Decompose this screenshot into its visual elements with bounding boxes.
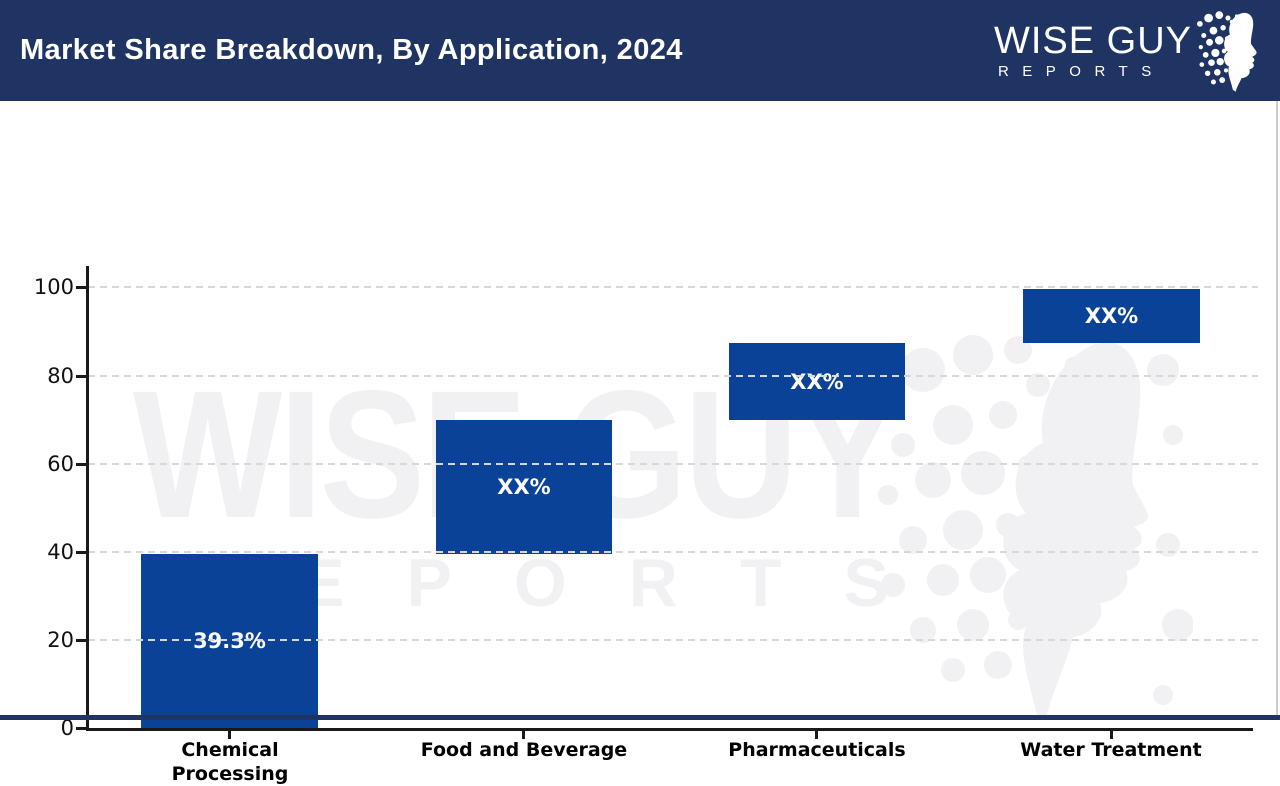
y-tick — [76, 639, 87, 642]
y-axis-line — [86, 266, 89, 731]
bar-value-label: XX% — [790, 369, 844, 394]
logo-text: WISE GUY REPORTS — [994, 21, 1192, 81]
page-right-border — [1276, 101, 1278, 717]
y-tick — [76, 375, 87, 378]
bar-value-label: XX% — [1084, 304, 1139, 328]
gridline-100 — [88, 286, 1258, 288]
y-tick-label: 60 — [47, 452, 74, 476]
x-axis-line — [86, 728, 1253, 731]
gridline-80 — [88, 375, 1258, 377]
y-tick — [76, 727, 87, 730]
logo-wordmark: WISE GUY — [993, 19, 1192, 62]
footer-accent-strip — [0, 715, 1280, 720]
logo-face-icon — [1196, 10, 1257, 92]
y-tick-label: 100 — [33, 275, 74, 299]
x-category-label: Pharmaceuticals — [728, 739, 906, 761]
x-category-label: Water Treatment — [1020, 739, 1202, 761]
y-tick — [76, 551, 87, 554]
y-tick — [76, 286, 87, 289]
bar-chemical-processing: 39.3% — [141, 554, 318, 728]
gridline-40 — [88, 551, 1258, 553]
waterfall-chart: WISE GUY REPORTS 39.3% XX% — [0, 101, 1280, 785]
page-title: Market Share Breakdown, By Application, … — [20, 34, 683, 66]
y-tick-label: 40 — [47, 540, 74, 564]
bar-food-and-beverage: XX% — [436, 420, 612, 554]
gridline-20 — [88, 639, 1258, 641]
x-category-label: Food and Beverage — [420, 739, 628, 761]
bar-value-label: XX% — [497, 475, 551, 499]
bar-value-label: 39.3% — [193, 629, 266, 653]
bar-water-treatment: XX% — [1023, 289, 1200, 343]
wise-guy-reports-logo: WISE GUY REPORTS — [994, 10, 1258, 92]
gridline-60 — [88, 463, 1258, 465]
y-tick-label: 20 — [47, 628, 74, 652]
y-tick-label: 80 — [47, 364, 74, 388]
header-bar: Market Share Breakdown, By Application, … — [0, 0, 1280, 101]
y-tick — [76, 463, 87, 466]
bar-pharmaceuticals: XX% — [729, 343, 905, 420]
watermark-face-icon — [869, 325, 1193, 719]
x-category-label: Chemical Processing — [171, 739, 289, 785]
logo-subtitle: REPORTS — [997, 62, 1165, 80]
